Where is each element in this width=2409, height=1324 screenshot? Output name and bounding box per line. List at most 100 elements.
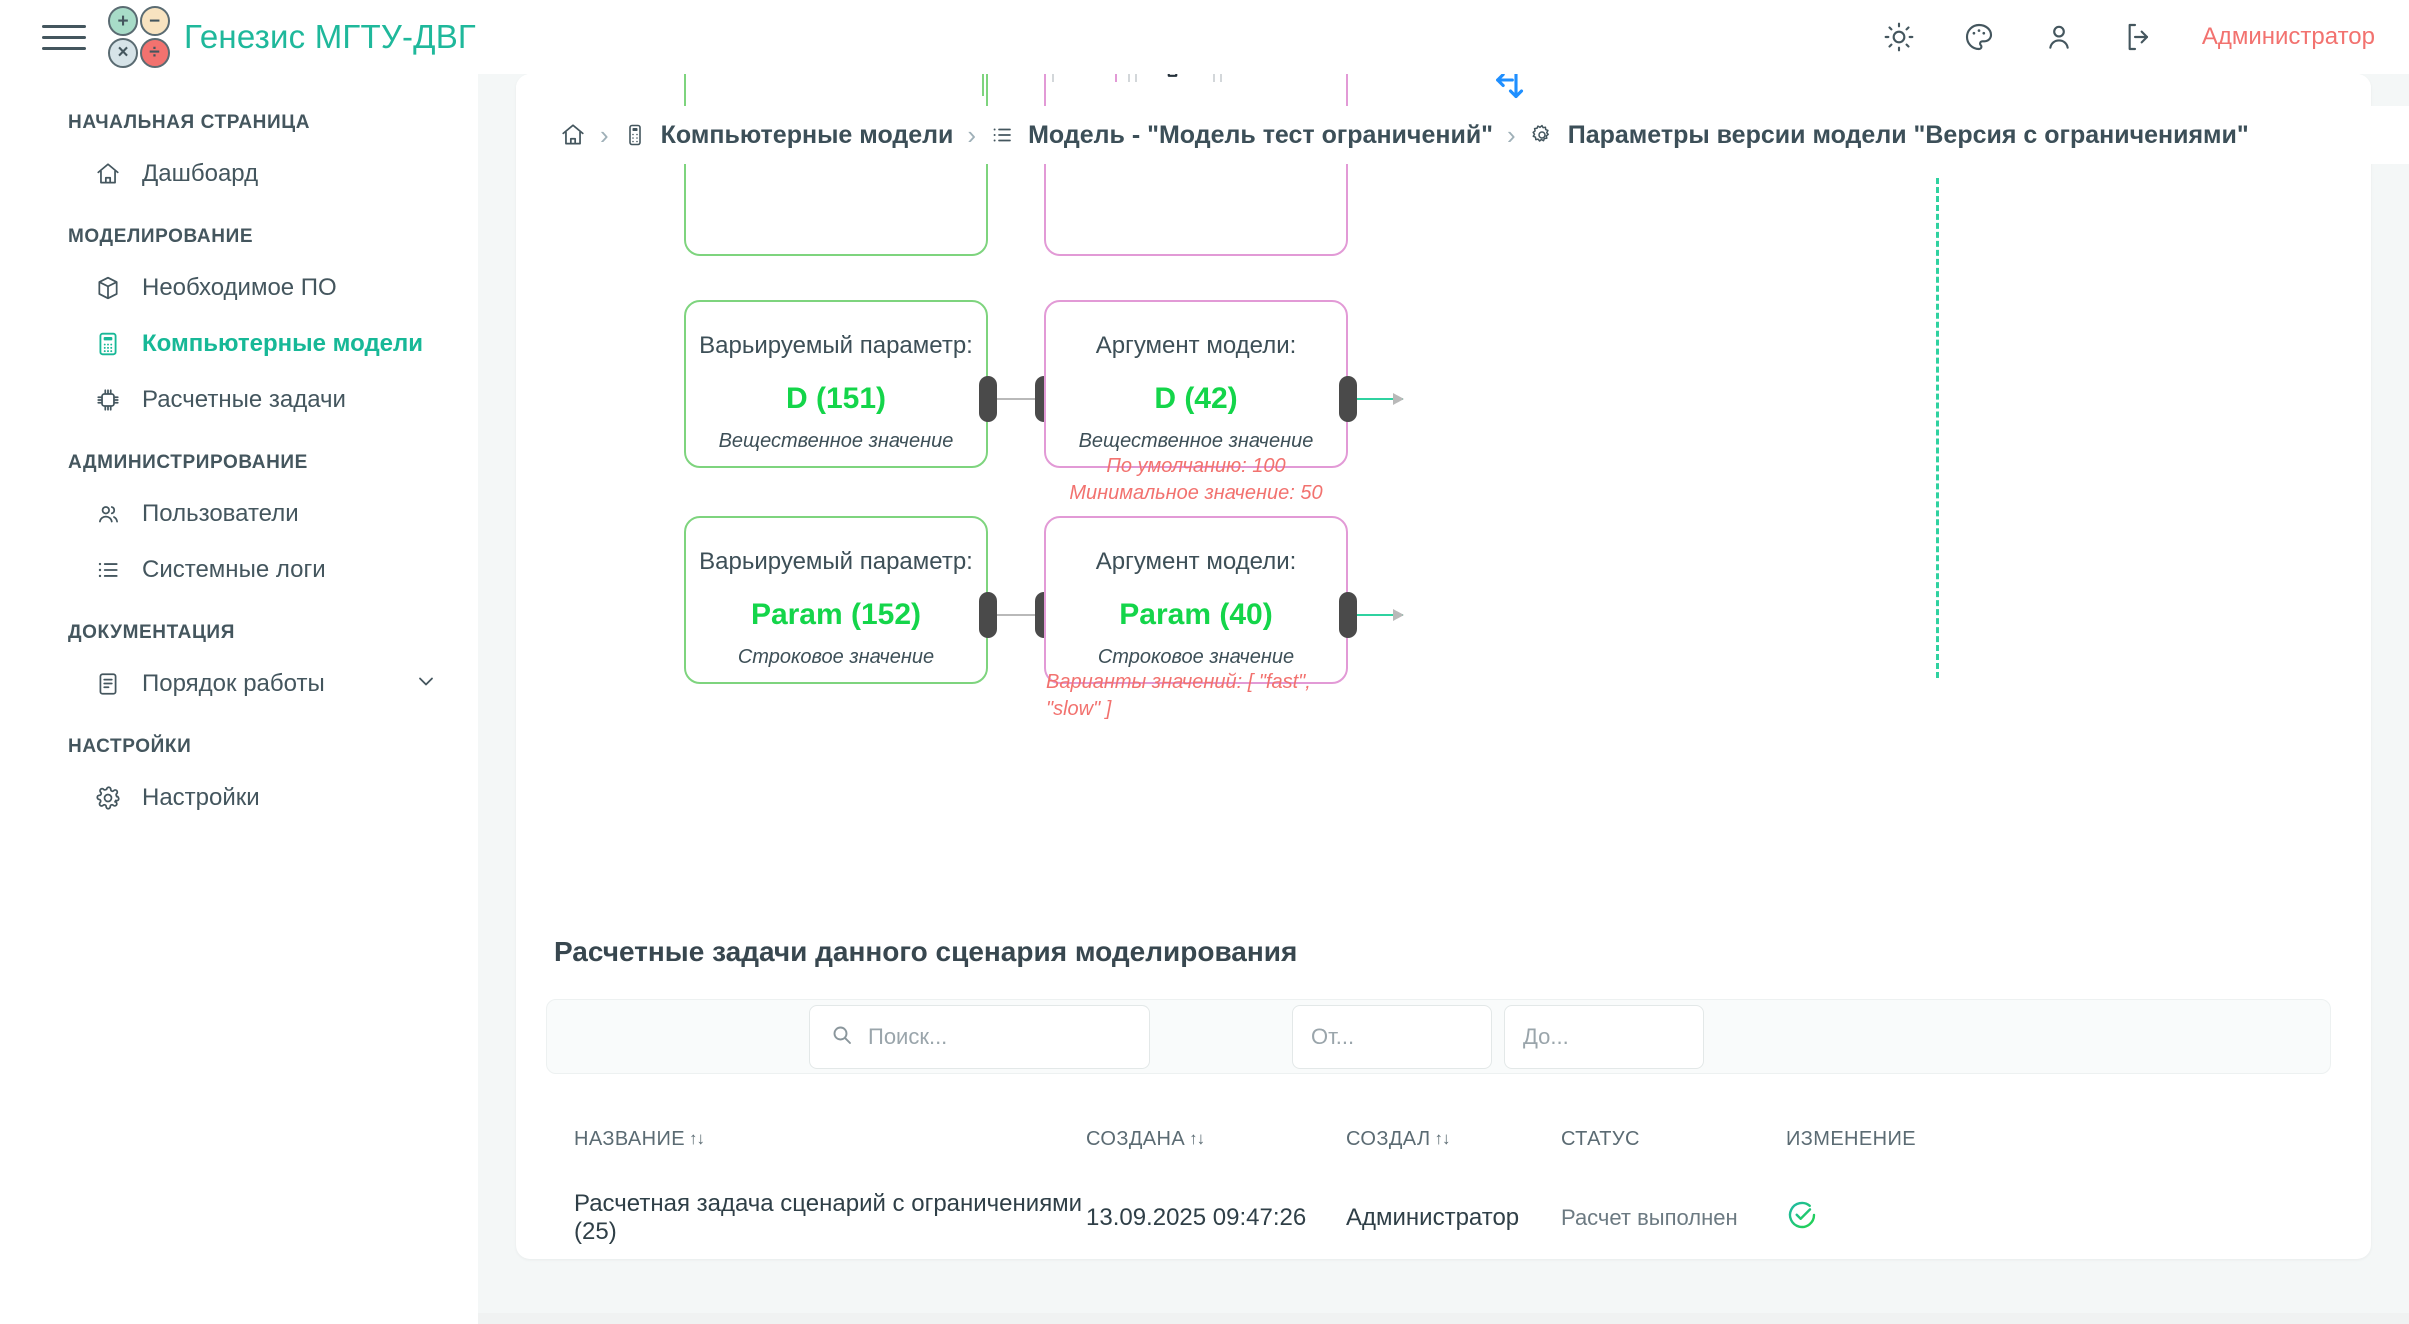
sidebar-item-software[interactable]: Необходимое ПО (0, 260, 478, 316)
breadcrumb-item-model[interactable]: Модель - "Модель тест ограничений" (1028, 120, 1494, 149)
sort-icon[interactable]: ↑↓ (1434, 1129, 1451, 1148)
table-header-name[interactable]: НАЗВАНИЕ ↑↓ (516, 1128, 1086, 1151)
model-icon (623, 123, 647, 147)
sidebar-group-title: НАЧАЛЬНАЯ СТРАНИЦА (68, 112, 311, 133)
table-header-created[interactable]: СОЗДАНА ↑↓ (1086, 1128, 1346, 1151)
table-header-status: СТАТУС (1561, 1128, 1786, 1151)
logo-plus-icon: + (108, 6, 138, 36)
diagram-node-varied-param[interactable]: Варьируемый параметр: D (151) Вещественн… (684, 300, 988, 468)
sidebar-item-label: Пользователи (142, 500, 299, 527)
sidebar-group-title: НАСТРОЙКИ (68, 736, 192, 757)
breadcrumb: › Компьютерные модели › Модель - "Модель… (516, 106, 2409, 164)
sidebar-item-dashboard[interactable]: Дашбоард (0, 146, 478, 202)
sidebar-item-calc-tasks[interactable]: Расчетные задачи (0, 372, 478, 428)
diagram-toolbar[interactable] (982, 74, 1233, 96)
node-name-label: D (42) (1154, 382, 1238, 415)
sidebar-item-label: Дашбоард (142, 160, 259, 187)
node-type-label: Вещественное значение (718, 430, 954, 452)
node-meta-min: Минимальное значение: 50 (1069, 482, 1323, 504)
top-bar: + − × ÷ Генезис МГТУ-ДВГ (0, 0, 2409, 74)
table-row[interactable]: Расчетная задача сценарий с ограничениям… (516, 1174, 2371, 1259)
horizontal-scrollbar[interactable] (478, 1313, 2409, 1324)
sidebar-item-system-logs[interactable]: Системные логи (0, 542, 478, 598)
table-header-label: СТАТУС (1561, 1127, 1640, 1150)
app-logo: + − × ÷ (108, 6, 170, 68)
model-parameters-diagram[interactable]: Варьируемый параметр: Аргумент модели: П… (516, 74, 2371, 869)
node-kind-label: Варьируемый параметр: (699, 332, 973, 359)
main-area: Варьируемый параметр: Аргумент модели: П… (478, 74, 2409, 1324)
ellipsis-icon[interactable] (1065, 74, 1115, 82)
sidebar-item-settings[interactable]: Настройки (0, 770, 478, 826)
cell-created: 13.09.2025 09:47:26 (1086, 1204, 1307, 1231)
gear-icon (94, 784, 122, 812)
node-handle-right[interactable] (1339, 592, 1357, 638)
sidebar-item-label: Настройки (142, 784, 260, 811)
table-header-author[interactable]: СОЗДАЛ ↑↓ (1346, 1128, 1561, 1151)
logout-icon[interactable] (2122, 20, 2156, 54)
diagram-node-model-argument[interactable]: Аргумент модели: По умолчанию: Значение (1044, 74, 1348, 256)
sidebar-item-computer-models[interactable]: Компьютерные модели (0, 316, 478, 372)
list-icon (94, 556, 122, 584)
table-header-change: ИЗМЕНЕНИЕ (1786, 1128, 2016, 1151)
table-header-label: СОЗДАЛ (1346, 1127, 1431, 1150)
node-kind-label: Варьируемый параметр: (699, 548, 973, 575)
table-header-label: СОЗДАНА (1086, 1127, 1186, 1150)
logo-times-icon: × (108, 37, 138, 68)
date-to-placeholder: До... (1523, 1024, 1569, 1049)
cell-task-name: Расчетная задача сценарий с ограничениям… (574, 1190, 1083, 1245)
box-icon (94, 274, 122, 302)
sidebar-item-users[interactable]: Пользователи (0, 486, 478, 542)
table-header-label: НАЗВАНИЕ (574, 1127, 686, 1150)
breadcrumb-item-models[interactable]: Компьютерные модели (660, 120, 954, 149)
diagram-node-varied-param[interactable]: Варьируемый параметр: (684, 74, 988, 256)
node-type-label: Строковое значение (737, 646, 935, 668)
sort-icon[interactable]: ↑↓ (689, 1129, 705, 1148)
palette-icon[interactable] (1962, 20, 1996, 54)
tasks-section-title: Расчетные задачи данного сценария модели… (554, 936, 1298, 967)
search-placeholder: Поиск... (868, 1024, 948, 1049)
logo-divide-icon: ÷ (139, 37, 170, 68)
sidebar: НАЧАЛЬНАЯ СТРАНИЦА Дашбоард МОДЕЛИРОВАНИ… (0, 74, 478, 1324)
brand-title: Генезис МГТУ-ДВГ (184, 18, 476, 55)
breadcrumb-item-version-params[interactable]: Параметры версии модели "Версия с ограни… (1567, 120, 2249, 149)
node-name-label: Param (152) (750, 598, 922, 631)
sidebar-item-label: Расчетные задачи (142, 386, 346, 413)
chevron-down-icon[interactable] (414, 669, 438, 700)
user-icon[interactable] (2042, 20, 2076, 54)
hamburger-icon[interactable] (42, 22, 86, 52)
cell-author: Администратор (1346, 1204, 1520, 1231)
diagram-edge (1357, 609, 1404, 621)
diagram-node-model-argument[interactable]: Аргумент модели: Param (40) Строковое зн… (1044, 516, 1348, 720)
expand-icon[interactable] (1148, 74, 1202, 82)
search-input[interactable]: Поиск... (809, 1005, 1150, 1069)
date-from-placeholder: От... (1311, 1024, 1355, 1049)
table-header-row: НАЗВАНИЕ ↑↓ СОЗДАНА ↑↓ СОЗДАЛ ↑↓ СТАТУС … (516, 1104, 2371, 1174)
sidebar-item-workflow[interactable]: Порядок работы (0, 656, 478, 712)
node-handle-right[interactable] (979, 376, 997, 422)
resize-cursor-icon (1494, 74, 1538, 107)
breadcrumb-separator: › (967, 119, 977, 150)
sidebar-group-title: МОДЕЛИРОВАНИЕ (68, 226, 254, 247)
sort-icon[interactable]: ↑↓ (1189, 1129, 1205, 1148)
sidebar-group-title: АДМИНИСТРИРОВАНИЕ (68, 452, 308, 473)
date-from-input[interactable]: От... (1292, 1005, 1492, 1069)
node-kind-label: Аргумент модели: (1095, 548, 1297, 575)
node-handle-right[interactable] (979, 592, 997, 638)
table-header-label: ИЗМЕНЕНИЕ (1786, 1127, 1916, 1150)
node-type-label: Вещественное значение (1078, 430, 1314, 452)
diagram-node-model-argument[interactable]: Аргумент модели: D (42) Вещественное зна… (1044, 300, 1348, 504)
admin-user-label[interactable]: Администратор (2201, 23, 2375, 50)
node-handle-right[interactable] (1339, 376, 1357, 422)
sun-icon[interactable] (1882, 20, 1916, 54)
sidebar-item-label: Компьютерные модели (142, 330, 424, 357)
date-to-input[interactable]: До... (1504, 1005, 1704, 1069)
home-icon (94, 160, 122, 188)
check-circle-icon[interactable] (1786, 1201, 1818, 1237)
diagram-node-varied-param[interactable]: Варьируемый параметр: Param (152) Строко… (684, 516, 988, 684)
list-icon (990, 123, 1014, 147)
search-icon (830, 1023, 854, 1052)
users-icon (94, 500, 122, 528)
home-icon[interactable] (560, 122, 586, 148)
calculator-icon (94, 330, 122, 358)
content-card: Варьируемый параметр: Аргумент модели: П… (516, 74, 2371, 1259)
